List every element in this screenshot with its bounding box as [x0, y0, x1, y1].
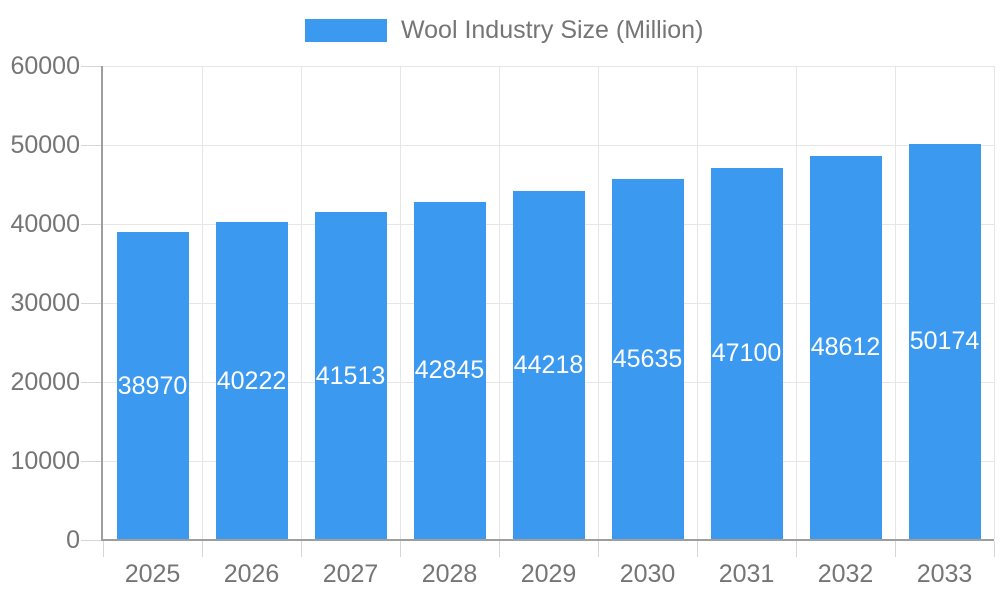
y-axis-tick-label: 20000 [10, 368, 80, 396]
x-axis-tick [993, 541, 995, 557]
x-axis-tick [300, 541, 302, 557]
legend-swatch-icon [305, 18, 387, 42]
x-axis-tick [894, 541, 896, 557]
y-axis-line [101, 66, 103, 540]
bar-value-label: 47100 [711, 339, 782, 368]
vertical-gridline [795, 66, 797, 540]
y-axis-tick [81, 381, 101, 383]
horizontal-gridline [103, 144, 994, 146]
bar-2033[interactable]: 50174 [908, 143, 981, 540]
bar-value-label: 41513 [315, 361, 386, 390]
bar-2032[interactable]: 48612 [809, 155, 882, 540]
x-axis-tick [399, 541, 401, 557]
y-axis-tick-label: 50000 [10, 131, 80, 159]
bar-value-label: 45635 [612, 345, 683, 374]
bar-value-label: 42845 [414, 356, 485, 385]
y-axis-tick-label: 30000 [10, 289, 80, 317]
y-axis-tick-label: 10000 [10, 447, 80, 475]
x-axis-tick-label: 2033 [916, 560, 973, 588]
x-axis-tick-label: 2028 [421, 560, 478, 588]
bar-2031[interactable]: 47100 [710, 167, 783, 540]
x-axis-tick-label: 2029 [520, 560, 577, 588]
x-axis-tick-label: 2031 [718, 560, 775, 588]
y-axis-tick-label: 60000 [10, 52, 80, 80]
horizontal-gridline [103, 65, 994, 67]
y-axis-tick [81, 539, 101, 541]
plot-area: 0 10000 20000 30000 40000 50000 60000 38970 2025… [10, 52, 995, 588]
bar-2029[interactable]: 44218 [512, 190, 585, 540]
vertical-gridline [597, 66, 599, 540]
x-axis-tick-label: 2027 [322, 560, 379, 588]
x-axis-tick-label: 2026 [223, 560, 280, 588]
bar-2025[interactable]: 38970 [116, 232, 189, 540]
y-axis-tick [81, 65, 101, 67]
bar-value-label: 50174 [909, 327, 980, 356]
vertical-gridline [498, 66, 500, 540]
bar-value-label: 48612 [810, 333, 881, 362]
x-axis-tick-label: 2025 [124, 560, 181, 588]
vertical-gridline [993, 66, 995, 540]
legend[interactable]: Wool Industry Size (Million) [305, 15, 703, 45]
vertical-gridline [300, 66, 302, 540]
bar-value-label: 40222 [216, 366, 287, 395]
bar-2027[interactable]: 41513 [314, 212, 387, 540]
vertical-gridline [894, 66, 896, 540]
x-axis-tick-label: 2032 [817, 560, 874, 588]
legend-label: Wool Industry Size (Million) [401, 15, 704, 44]
y-axis-tick-label: 40000 [10, 210, 80, 238]
x-axis-tick [696, 541, 698, 557]
vertical-gridline [399, 66, 401, 540]
bar-2028[interactable]: 42845 [413, 201, 486, 540]
bar-value-label: 38970 [117, 371, 188, 400]
y-axis-tick-label: 0 [66, 526, 80, 554]
y-axis-tick [81, 223, 101, 225]
bar-2030[interactable]: 45635 [611, 179, 684, 540]
y-axis-tick [81, 144, 101, 146]
x-axis-line [101, 539, 994, 541]
bar-value-label: 44218 [513, 350, 584, 379]
vertical-gridline [201, 66, 203, 540]
x-axis-tick-label: 2030 [619, 560, 676, 588]
x-axis-tick [795, 541, 797, 557]
x-axis-tick [597, 541, 599, 557]
y-axis-tick [81, 302, 101, 304]
bar-2026[interactable]: 40222 [215, 222, 288, 540]
x-axis-tick [498, 541, 500, 557]
vertical-gridline [696, 66, 698, 540]
x-axis-tick [102, 541, 104, 557]
y-axis-tick [81, 460, 101, 462]
x-axis-tick [201, 541, 203, 557]
